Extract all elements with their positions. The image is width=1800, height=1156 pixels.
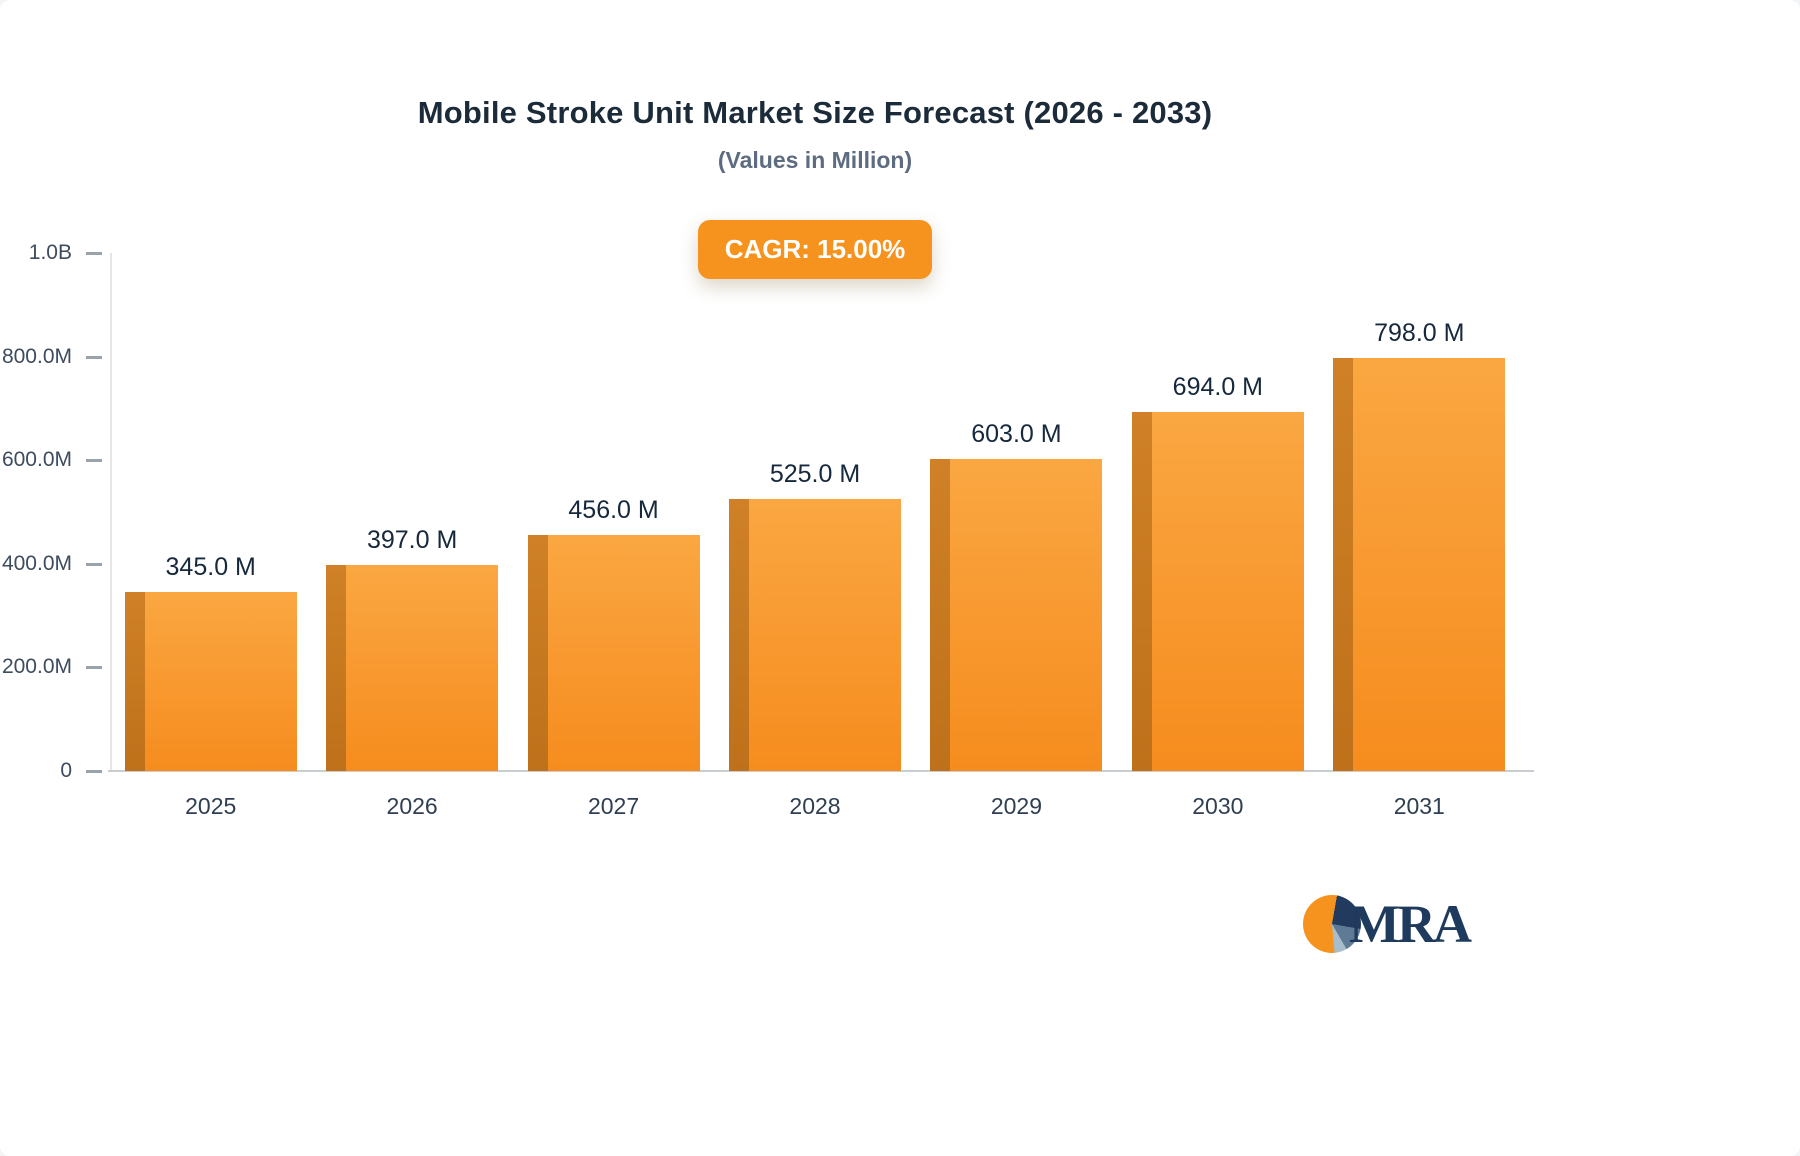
- x-axis-label: 2027: [587, 793, 640, 819]
- bar-value-label: 694.0 M: [1172, 372, 1264, 401]
- y-axis-line: [110, 253, 112, 771]
- x-axis-label: 2026: [386, 793, 438, 819]
- bar-side-face: [1131, 411, 1152, 771]
- bar-2025: 345.0 M 2025: [124, 553, 297, 819]
- bar-front-face: [1151, 411, 1304, 771]
- page-title: Mobile Stroke Unit Market Size Forecast …: [417, 95, 1213, 130]
- y-tick-mark: [86, 770, 102, 773]
- chart-subtitle: (Values in Million): [717, 147, 913, 173]
- mra-logo: MRA: [1303, 894, 1472, 954]
- bar-2028: 525.0 M 2028: [729, 460, 901, 819]
- bar-front-face: [144, 592, 297, 771]
- y-tick-label: 800.0M: [1, 344, 72, 368]
- x-axis-label: 2030: [1192, 793, 1244, 819]
- bar-value-label: 603.0 M: [971, 419, 1062, 448]
- y-tick-label: 0: [60, 759, 72, 782]
- bar-value-label: 345.0 M: [165, 553, 256, 582]
- y-tick-mark: [86, 355, 102, 359]
- bar-chart: 1.0B 800.0M 600.0M 400.0M 200.0M 0 345.0 M 202…: [2, 241, 1534, 819]
- mra-logo-pie-icon: [1303, 895, 1361, 953]
- bar-2030: 694.0 M 2030: [1131, 373, 1304, 819]
- bar-2027: 456.0 M 2027: [527, 496, 700, 819]
- bar-side-face: [729, 499, 749, 771]
- y-tick-label: 200.0M: [1, 655, 72, 679]
- bar-side-face: [930, 458, 951, 771]
- bar-2031: 798.0 M 2031: [1333, 319, 1506, 819]
- bar-value-label: 456.0 M: [568, 495, 659, 524]
- x-axis-label: 2025: [185, 793, 237, 819]
- bar-front-face: [749, 499, 901, 771]
- bar-front-face: [346, 565, 499, 771]
- bar-side-face: [1333, 357, 1354, 771]
- y-tick-label: 400.0M: [1, 551, 72, 575]
- y-tick-mark: [86, 562, 102, 566]
- bar-front-face: [1353, 357, 1506, 771]
- x-axis-label: 2028: [789, 793, 841, 819]
- y-tick-mark: [86, 252, 102, 255]
- bar-side-face: [527, 534, 548, 771]
- bar-2026: 397.0 M 2026: [326, 526, 499, 819]
- cagr-badge: CAGR: 15.00%: [697, 220, 933, 279]
- bar-value-label: 525.0 M: [769, 460, 861, 489]
- x-axis-label: 2029: [990, 793, 1042, 819]
- y-tick-label: 1.0B: [28, 241, 72, 264]
- y-tick-mark: [86, 666, 102, 670]
- bar-side-face: [124, 592, 145, 771]
- bar-front-face: [547, 534, 700, 771]
- bar-side-face: [326, 565, 347, 771]
- chart-header: Mobile Stroke Unit Market Size Forecast …: [5, 0, 1625, 279]
- bar-2029: 603.0 M 2029: [930, 420, 1103, 819]
- y-tick-mark: [86, 459, 102, 463]
- x-axis-line: [108, 770, 1534, 772]
- bar-front-face: [950, 458, 1103, 771]
- bar-value-label: 397.0 M: [366, 526, 458, 555]
- y-tick-label: 600.0M: [1, 448, 72, 472]
- mra-logo-text: MRA: [1349, 894, 1472, 954]
- bar-value-label: 798.0 M: [1374, 318, 1465, 347]
- x-axis-label: 2031: [1393, 793, 1445, 819]
